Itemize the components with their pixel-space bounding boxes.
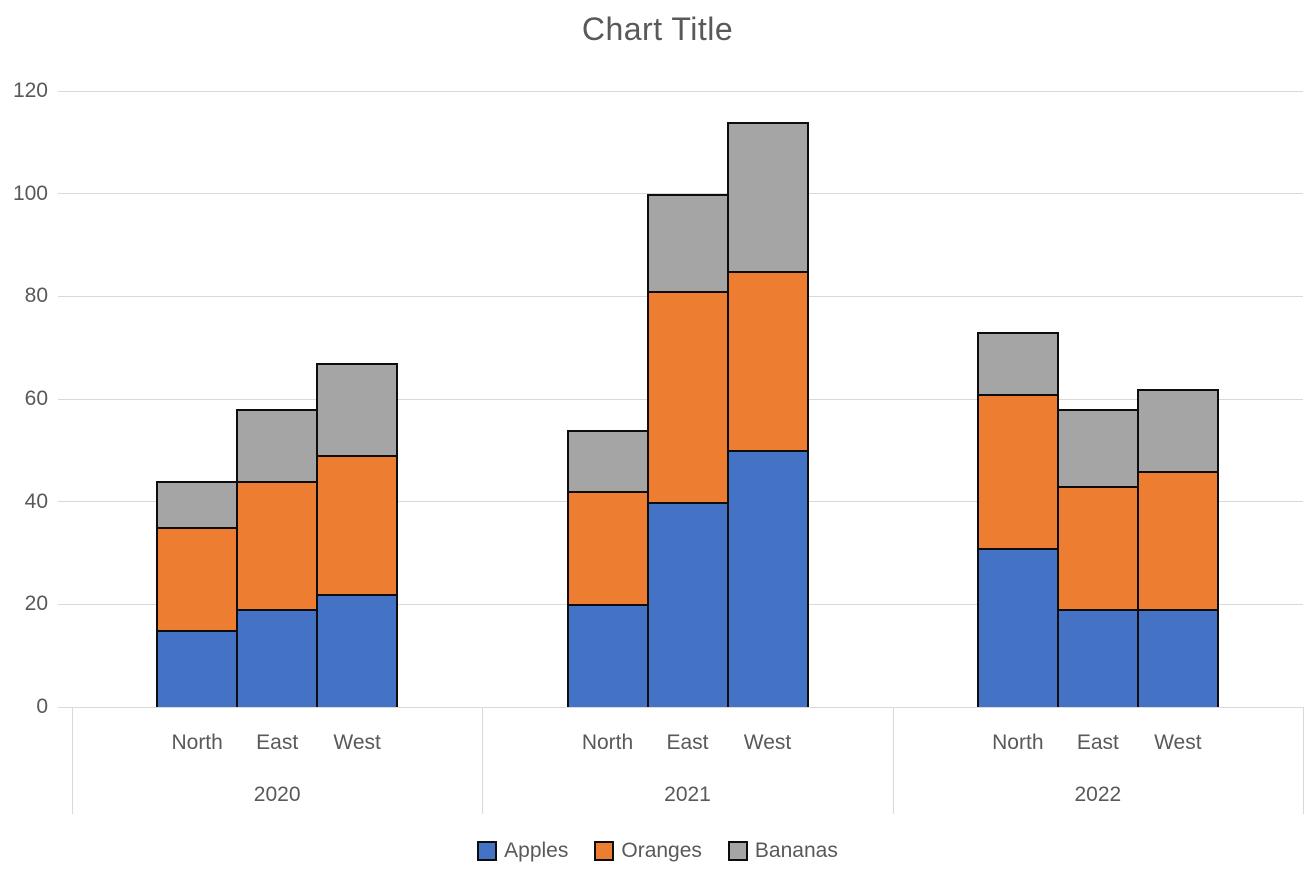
bar-segment-bananas[interactable] [156, 481, 239, 528]
gridline [58, 706, 1303, 708]
category-separator-line [1303, 707, 1304, 814]
category-label: East [1076, 731, 1119, 754]
legend-item-oranges[interactable]: Oranges [594, 839, 702, 863]
bar-segment-apples[interactable] [1056, 609, 1139, 707]
bar-segment-apples[interactable] [156, 630, 239, 707]
group-label: 2020 [253, 783, 301, 806]
y-axis-tick-label: 120 [12, 79, 48, 102]
legend-swatch-icon [477, 841, 498, 861]
category-label: North [992, 731, 1044, 754]
category-separator-line [892, 707, 894, 814]
bar-segment-apples[interactable] [646, 501, 729, 707]
bar-segment-bananas[interactable] [1136, 388, 1219, 471]
bar-segment-oranges[interactable] [156, 527, 239, 630]
bar-segment-bananas[interactable] [236, 409, 319, 482]
bar-segment-bananas[interactable] [566, 429, 649, 492]
y-axis-tick-label: 20 [24, 592, 48, 616]
category-separator-line [72, 707, 73, 814]
bar-segment-apples[interactable] [976, 547, 1059, 707]
bar-segment-apples[interactable] [1136, 609, 1219, 707]
legend-item-bananas[interactable]: Bananas [727, 839, 838, 863]
category-label: North [171, 731, 223, 754]
gridline [58, 90, 1303, 92]
bar-segment-oranges[interactable] [976, 393, 1059, 548]
category-label: West [333, 731, 381, 754]
category-label: East [256, 731, 299, 754]
chart-title[interactable]: Chart Title [581, 11, 734, 47]
bar-segment-oranges[interactable] [646, 291, 729, 502]
legend-label: Oranges [621, 839, 702, 862]
bar-segment-bananas[interactable] [726, 121, 809, 271]
legend-label: Apples [504, 839, 569, 862]
bar-segment-oranges[interactable] [316, 455, 399, 595]
legend-swatch-icon [594, 841, 615, 861]
bar-segment-bananas[interactable] [646, 193, 729, 292]
bar-segment-apples[interactable] [726, 450, 809, 707]
category-label: West [743, 731, 792, 754]
y-axis-tick-label: 60 [24, 387, 48, 410]
legend-item-apples[interactable]: Apples [477, 839, 568, 863]
category-label: East [666, 731, 709, 754]
category-label: West [1154, 731, 1202, 754]
bar-segment-bananas[interactable] [1056, 409, 1139, 487]
category-separator-line [482, 707, 484, 814]
bar-segment-apples[interactable] [236, 609, 319, 707]
bar-segment-oranges[interactable] [1136, 470, 1219, 610]
bar-segment-oranges[interactable] [726, 270, 809, 451]
bar-segment-oranges[interactable] [566, 491, 649, 605]
bar-segment-bananas[interactable] [316, 363, 399, 456]
bar-segment-bananas[interactable] [976, 332, 1059, 394]
bar-segment-apples[interactable] [316, 594, 399, 707]
y-axis-tick-label: 0 [36, 695, 48, 718]
bar-segment-oranges[interactable] [236, 481, 319, 610]
bar-segment-oranges[interactable] [1056, 486, 1139, 610]
y-axis-tick-label: 80 [24, 284, 48, 308]
legend: Apples Oranges Bananas [0, 839, 1315, 863]
group-label: 2022 [1074, 783, 1122, 806]
legend-label: Bananas [754, 839, 838, 862]
y-axis-tick-label: 40 [24, 489, 48, 513]
legend-swatch-icon [727, 841, 748, 861]
category-label: North [581, 731, 634, 754]
group-label: 2021 [664, 783, 711, 806]
y-axis-tick-label: 100 [12, 181, 48, 205]
bar-segment-apples[interactable] [566, 604, 649, 707]
